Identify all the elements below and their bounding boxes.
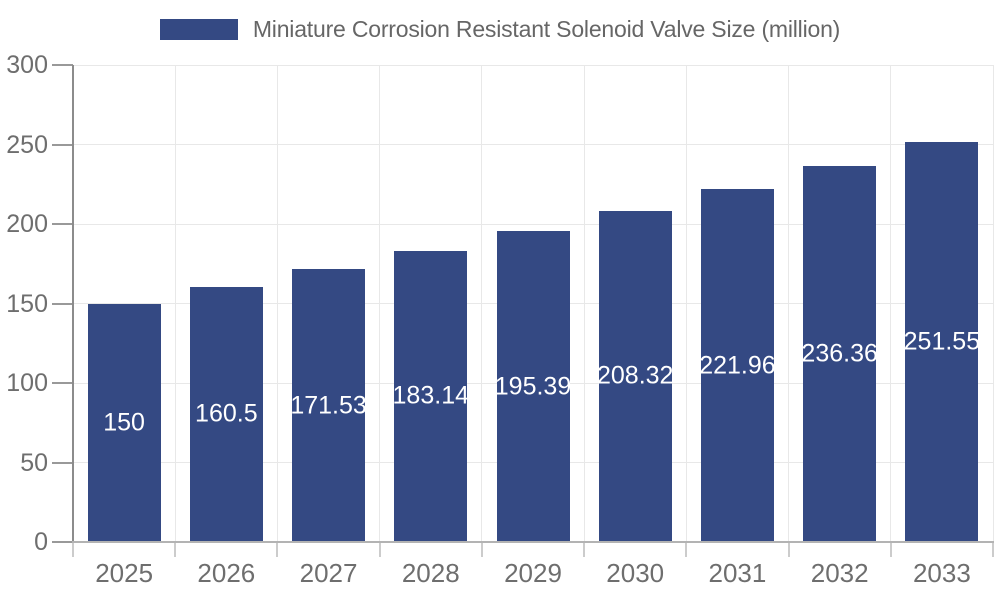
y-tick-label: 150 (6, 289, 48, 318)
gridline-vertical (379, 65, 381, 542)
bar-value-label: 150 (103, 408, 145, 437)
bar-value-label: 171.53 (290, 391, 367, 420)
bar (496, 231, 570, 541)
x-tick-label: 2032 (810, 558, 869, 588)
bar-value-label: 236.36 (801, 339, 878, 368)
x-tick-label: 2025 (95, 558, 154, 588)
bar-value-label: 195.39 (494, 372, 572, 401)
gridline-horizontal (73, 223, 993, 225)
bar (803, 166, 877, 541)
x-tick-label: 2027 (299, 558, 358, 588)
legend: Miniature Corrosion Resistant Solenoid V… (0, 16, 1000, 42)
x-axis-tick (174, 542, 177, 557)
bar (87, 303, 161, 541)
y-tick-label: 100 (6, 369, 48, 397)
bar (189, 286, 263, 541)
gridline-vertical (788, 65, 790, 542)
gridline-horizontal (73, 64, 993, 66)
y-axis-line (72, 65, 74, 543)
x-axis-tick (583, 542, 586, 557)
legend-label: Miniature Corrosion Resistant Solenoid V… (252, 16, 841, 42)
y-axis-tick (52, 302, 73, 305)
legend-item[interactable]: Miniature Corrosion Resistant Solenoid V… (159, 16, 841, 42)
bar-value-label: 208.32 (596, 361, 674, 390)
y-tick-label: 50 (20, 448, 48, 477)
x-axis-tick (787, 542, 790, 557)
x-axis-line (72, 541, 994, 543)
x-tick-label: 2028 (401, 558, 460, 588)
x-axis-tick (889, 542, 892, 557)
bar (905, 142, 979, 541)
y-axis-tick (52, 143, 73, 146)
bar-value-label: 183.14 (392, 381, 469, 410)
x-tick-label: 2033 (912, 558, 971, 588)
gridline-vertical (685, 65, 687, 542)
y-tick-label: 200 (6, 210, 48, 238)
x-tick-label: 2029 (504, 558, 562, 588)
gridline-vertical (992, 65, 994, 542)
bar-value-label: 160.5 (195, 399, 258, 428)
bar (394, 250, 468, 541)
gridline-vertical (583, 65, 585, 542)
bar (598, 210, 672, 541)
y-axis-tick (52, 382, 73, 384)
gridline-vertical (174, 65, 176, 542)
gridline-vertical (276, 65, 278, 542)
x-axis-tick (378, 542, 381, 557)
y-axis-tick (52, 541, 73, 543)
y-tick-label: 0 (34, 528, 48, 556)
y-tick-label: 300 (6, 51, 48, 79)
x-tick-label: 2026 (197, 558, 256, 588)
x-axis-tick (685, 542, 688, 557)
x-axis-tick (72, 542, 74, 557)
bar-value-label: 251.55 (903, 327, 981, 356)
y-tick-label: 250 (6, 130, 48, 159)
y-axis-tick (52, 461, 73, 464)
legend-swatch-icon (159, 18, 238, 40)
x-axis-tick (480, 542, 483, 557)
gridline-horizontal (73, 144, 993, 145)
bar (292, 269, 366, 541)
x-tick-label: 2031 (708, 558, 767, 588)
x-tick-label: 2030 (606, 558, 665, 588)
y-axis-tick (52, 223, 73, 225)
bar-value-label: 221.96 (699, 351, 776, 380)
x-axis-tick (992, 542, 994, 557)
y-axis-tick (52, 64, 73, 66)
gridline-vertical (890, 65, 892, 542)
bar (700, 189, 774, 541)
gridline-vertical (481, 65, 483, 542)
x-axis-tick (276, 542, 279, 557)
